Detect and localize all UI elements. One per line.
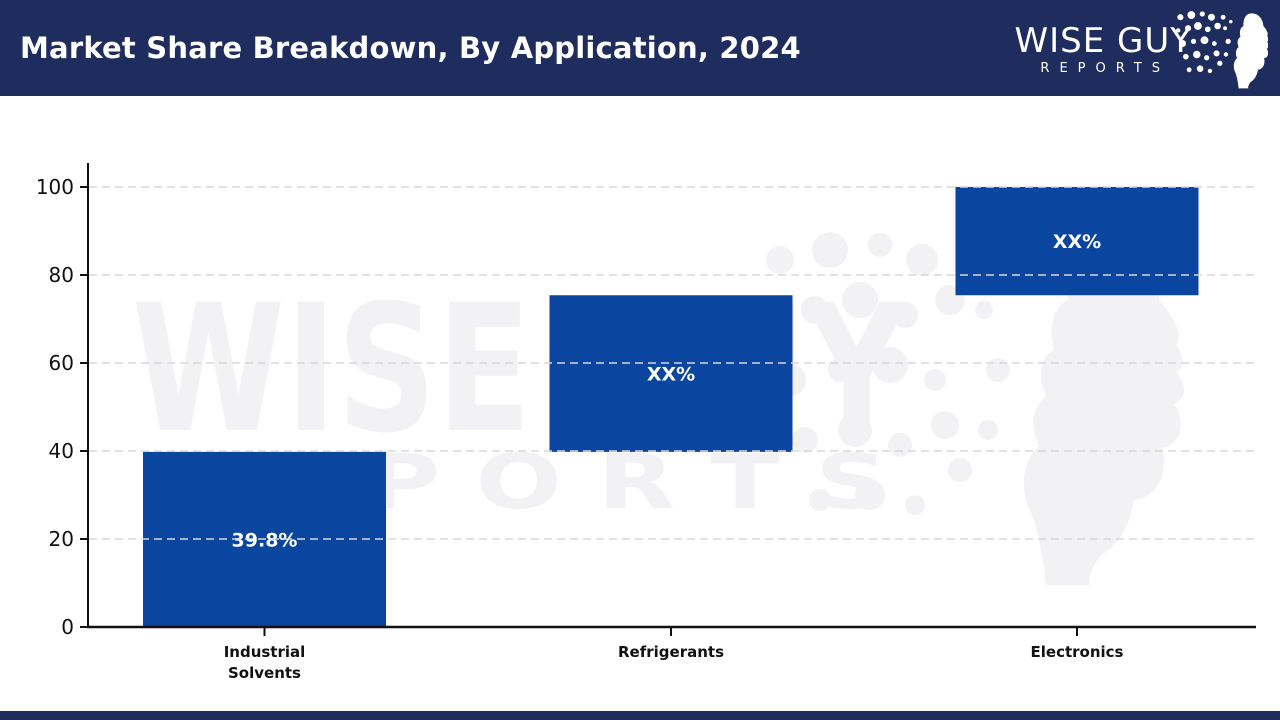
footer-bar bbox=[0, 711, 1280, 720]
plot-area: WISE GUY R E P O R T S 39.8% XX% XX% 0 20 40 6… bbox=[0, 96, 1280, 711]
y-tick-label: 60 bbox=[49, 351, 74, 375]
bar-value-label: 39.8% bbox=[232, 529, 298, 551]
x-category-label: Electronics bbox=[1031, 643, 1124, 661]
y-tick-label: 40 bbox=[49, 439, 74, 463]
y-tick-label: 80 bbox=[49, 263, 74, 287]
bar-segment bbox=[549, 295, 793, 452]
x-category-label: Industrial bbox=[224, 643, 306, 661]
header: Market Share Breakdown, By Application, … bbox=[0, 0, 1280, 96]
chart-title: Market Share Breakdown, By Application, … bbox=[20, 31, 801, 65]
y-tick-label: 20 bbox=[49, 527, 74, 551]
x-category-label: Refrigerants bbox=[618, 643, 724, 661]
y-tick-label: 100 bbox=[36, 175, 74, 199]
brand-logo-text: WISE GUY REPORTS bbox=[1014, 23, 1192, 76]
brand-logo: WISE GUY REPORTS bbox=[1014, 8, 1268, 90]
x-category-label: Solvents bbox=[228, 664, 301, 682]
bar-value-label: XX% bbox=[1053, 231, 1101, 253]
brand-tagline: REPORTS bbox=[1040, 60, 1171, 76]
brand-head-icon bbox=[1176, 11, 1268, 89]
axes: 39.8% XX% XX% 0 20 40 60 80 100 Industrial Solvent… bbox=[36, 163, 1256, 682]
y-tick-label: 0 bbox=[61, 615, 74, 639]
bar-segment bbox=[955, 187, 1199, 296]
bar-value-label: XX% bbox=[647, 364, 695, 386]
brand-name: WISE GUY bbox=[1014, 20, 1192, 61]
